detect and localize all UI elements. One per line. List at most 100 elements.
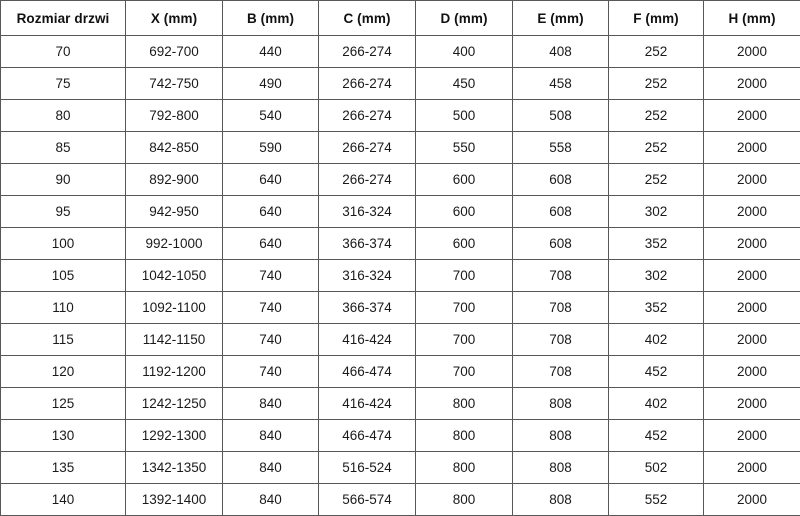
cell-c: 266-274 <box>319 164 416 196</box>
column-header-e: E (mm) <box>513 1 609 36</box>
cell-f: 252 <box>609 100 704 132</box>
cell-e: 508 <box>513 100 609 132</box>
cell-b: 740 <box>223 292 319 324</box>
cell-x: 1242-1250 <box>126 388 223 420</box>
cell-b: 640 <box>223 228 319 260</box>
cell-h: 2000 <box>704 164 800 196</box>
cell-c: 466-474 <box>319 420 416 452</box>
cell-e: 808 <box>513 420 609 452</box>
cell-d: 800 <box>416 452 513 484</box>
cell-e: 808 <box>513 388 609 420</box>
cell-e: 708 <box>513 356 609 388</box>
cell-b: 840 <box>223 484 319 516</box>
cell-b: 440 <box>223 36 319 68</box>
cell-h: 2000 <box>704 68 800 100</box>
cell-d: 700 <box>416 324 513 356</box>
cell-b: 640 <box>223 196 319 228</box>
cell-f: 452 <box>609 356 704 388</box>
cell-x: 792-800 <box>126 100 223 132</box>
cell-b: 590 <box>223 132 319 164</box>
cell-size: 125 <box>1 388 126 420</box>
cell-f: 552 <box>609 484 704 516</box>
column-header-size: Rozmiar drzwi <box>1 1 126 36</box>
cell-size: 95 <box>1 196 126 228</box>
cell-h: 2000 <box>704 132 800 164</box>
cell-c: 366-374 <box>319 228 416 260</box>
cell-x: 842-850 <box>126 132 223 164</box>
cell-x: 742-750 <box>126 68 223 100</box>
cell-f: 352 <box>609 292 704 324</box>
cell-c: 516-524 <box>319 452 416 484</box>
cell-size: 130 <box>1 420 126 452</box>
cell-h: 2000 <box>704 356 800 388</box>
cell-x: 1042-1050 <box>126 260 223 292</box>
cell-c: 466-474 <box>319 356 416 388</box>
cell-c: 266-274 <box>319 100 416 132</box>
cell-f: 352 <box>609 228 704 260</box>
cell-f: 302 <box>609 196 704 228</box>
cell-b: 740 <box>223 260 319 292</box>
cell-size: 80 <box>1 100 126 132</box>
cell-f: 452 <box>609 420 704 452</box>
cell-d: 450 <box>416 68 513 100</box>
cell-f: 252 <box>609 68 704 100</box>
cell-f: 252 <box>609 132 704 164</box>
cell-c: 416-424 <box>319 324 416 356</box>
cell-b: 840 <box>223 388 319 420</box>
cell-f: 502 <box>609 452 704 484</box>
cell-h: 2000 <box>704 452 800 484</box>
cell-x: 1142-1150 <box>126 324 223 356</box>
cell-x: 992-1000 <box>126 228 223 260</box>
cell-e: 608 <box>513 164 609 196</box>
cell-e: 708 <box>513 292 609 324</box>
cell-e: 808 <box>513 484 609 516</box>
cell-size: 105 <box>1 260 126 292</box>
cell-e: 808 <box>513 452 609 484</box>
cell-size: 135 <box>1 452 126 484</box>
cell-e: 708 <box>513 260 609 292</box>
cell-h: 2000 <box>704 484 800 516</box>
cell-b: 540 <box>223 100 319 132</box>
cell-h: 2000 <box>704 324 800 356</box>
cell-x: 1392-1400 <box>126 484 223 516</box>
cell-e: 608 <box>513 228 609 260</box>
cell-c: 566-574 <box>319 484 416 516</box>
cell-size: 70 <box>1 36 126 68</box>
cell-b: 840 <box>223 452 319 484</box>
cell-size: 115 <box>1 324 126 356</box>
cell-e: 708 <box>513 324 609 356</box>
column-header-f: F (mm) <box>609 1 704 36</box>
cell-d: 700 <box>416 292 513 324</box>
cell-b: 640 <box>223 164 319 196</box>
cell-c: 266-274 <box>319 132 416 164</box>
cell-d: 700 <box>416 260 513 292</box>
cell-size: 120 <box>1 356 126 388</box>
cell-f: 402 <box>609 324 704 356</box>
cell-f: 252 <box>609 36 704 68</box>
column-header-b: B (mm) <box>223 1 319 36</box>
cell-x: 1192-1200 <box>126 356 223 388</box>
cell-c: 366-374 <box>319 292 416 324</box>
cell-d: 600 <box>416 196 513 228</box>
cell-b: 490 <box>223 68 319 100</box>
cell-f: 402 <box>609 388 704 420</box>
cell-h: 2000 <box>704 388 800 420</box>
cell-h: 2000 <box>704 100 800 132</box>
column-header-x: X (mm) <box>126 1 223 36</box>
